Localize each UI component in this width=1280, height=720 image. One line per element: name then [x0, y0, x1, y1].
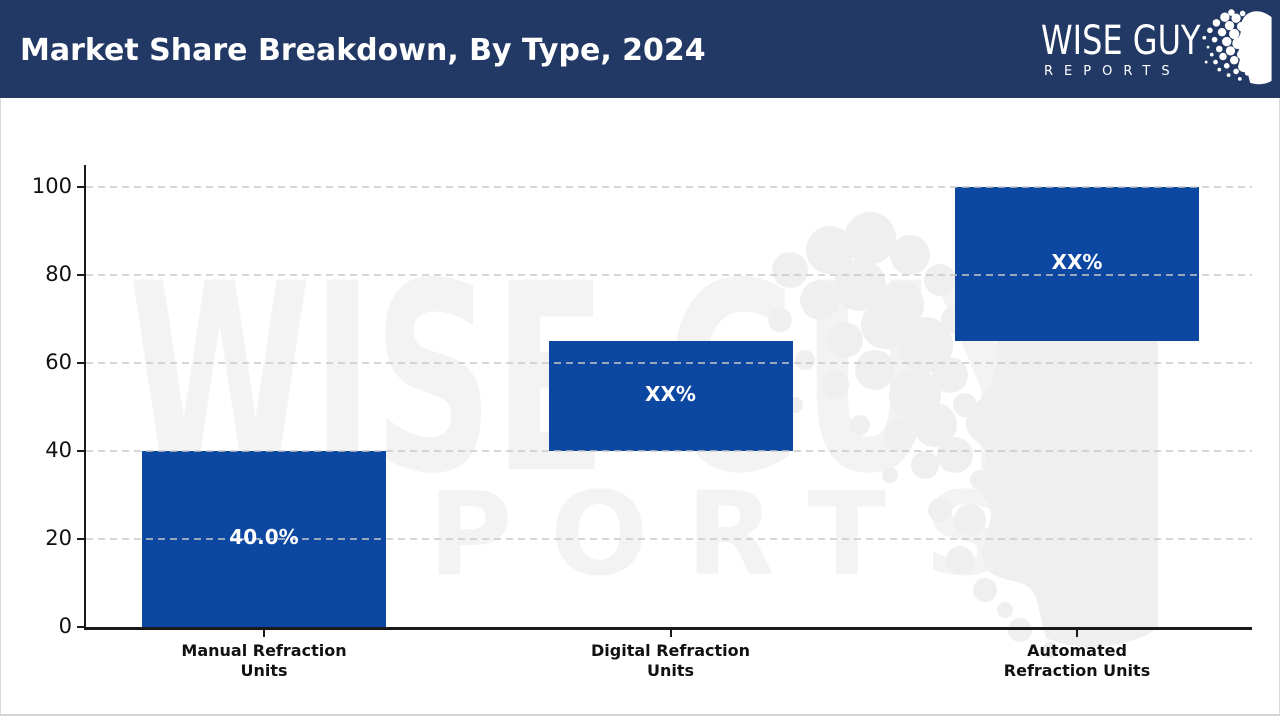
x-axis-line [84, 627, 1252, 630]
logo-reports-text: REPORTS [1044, 64, 1181, 79]
y-tick-mark-40 [77, 450, 86, 452]
bar-value-label-3: XX% [1051, 250, 1103, 274]
y-tick-mark-60 [77, 362, 86, 364]
y-tick-mark-20 [77, 538, 86, 540]
x-tick-label-line: Units [646, 661, 695, 680]
gridline-80 [86, 274, 1252, 276]
x-tick-label-1: Manual Refraction Units [104, 641, 424, 681]
x-tick-mark-1 [263, 630, 265, 637]
watermark-face-dots-icon [768, 212, 1158, 658]
bar-value-label-2: XX% [645, 382, 696, 406]
x-tick-mark-3 [1076, 630, 1078, 637]
x-tick-label-line: Automated [1027, 641, 1127, 660]
gridline-20 [86, 538, 1252, 540]
y-tick-label-40: 40 [45, 438, 72, 462]
gridline-40 [86, 450, 1252, 452]
y-tick-label-20: 20 [45, 526, 72, 550]
y-tick-label-100: 100 [31, 174, 72, 198]
bar-value-label-1: 40.0% [229, 525, 299, 549]
gridline-100 [86, 186, 1252, 188]
x-tick-label-line: Manual Refraction [181, 641, 347, 660]
x-tick-label-line: Refraction Units [1003, 661, 1151, 680]
x-tick-mark-2 [669, 630, 672, 637]
y-tick-label-0: 0 [58, 614, 72, 638]
wise-guy-logo: WISE GUY REPORTS [1041, 21, 1240, 79]
y-tick-mark-100 [77, 186, 86, 188]
y-tick-label-80: 80 [45, 262, 72, 286]
chart-title: Market Share Breakdown, By Type, 2024 [20, 33, 706, 68]
y-tick-mark-0 [77, 626, 86, 628]
x-tick-label-2: Digital Refraction Units [511, 641, 831, 681]
y-axis-line [84, 165, 86, 629]
logo-face-dots-icon [1202, 9, 1272, 85]
gridline-60 [86, 362, 1252, 364]
y-tick-label-60: 60 [45, 350, 72, 374]
x-tick-label-line: Units [240, 661, 288, 680]
x-tick-label-line: Digital Refraction [590, 641, 751, 660]
logo-wiseguy-text: WISE GUY [1041, 18, 1201, 64]
bar-2 [548, 341, 793, 451]
header-bar: Market Share Breakdown, By Type, 2024 WI… [0, 0, 1280, 98]
y-tick-mark-80 [77, 274, 86, 276]
bar-3 [955, 187, 1199, 341]
x-tick-label-3: Automated Refraction Units [917, 641, 1237, 681]
